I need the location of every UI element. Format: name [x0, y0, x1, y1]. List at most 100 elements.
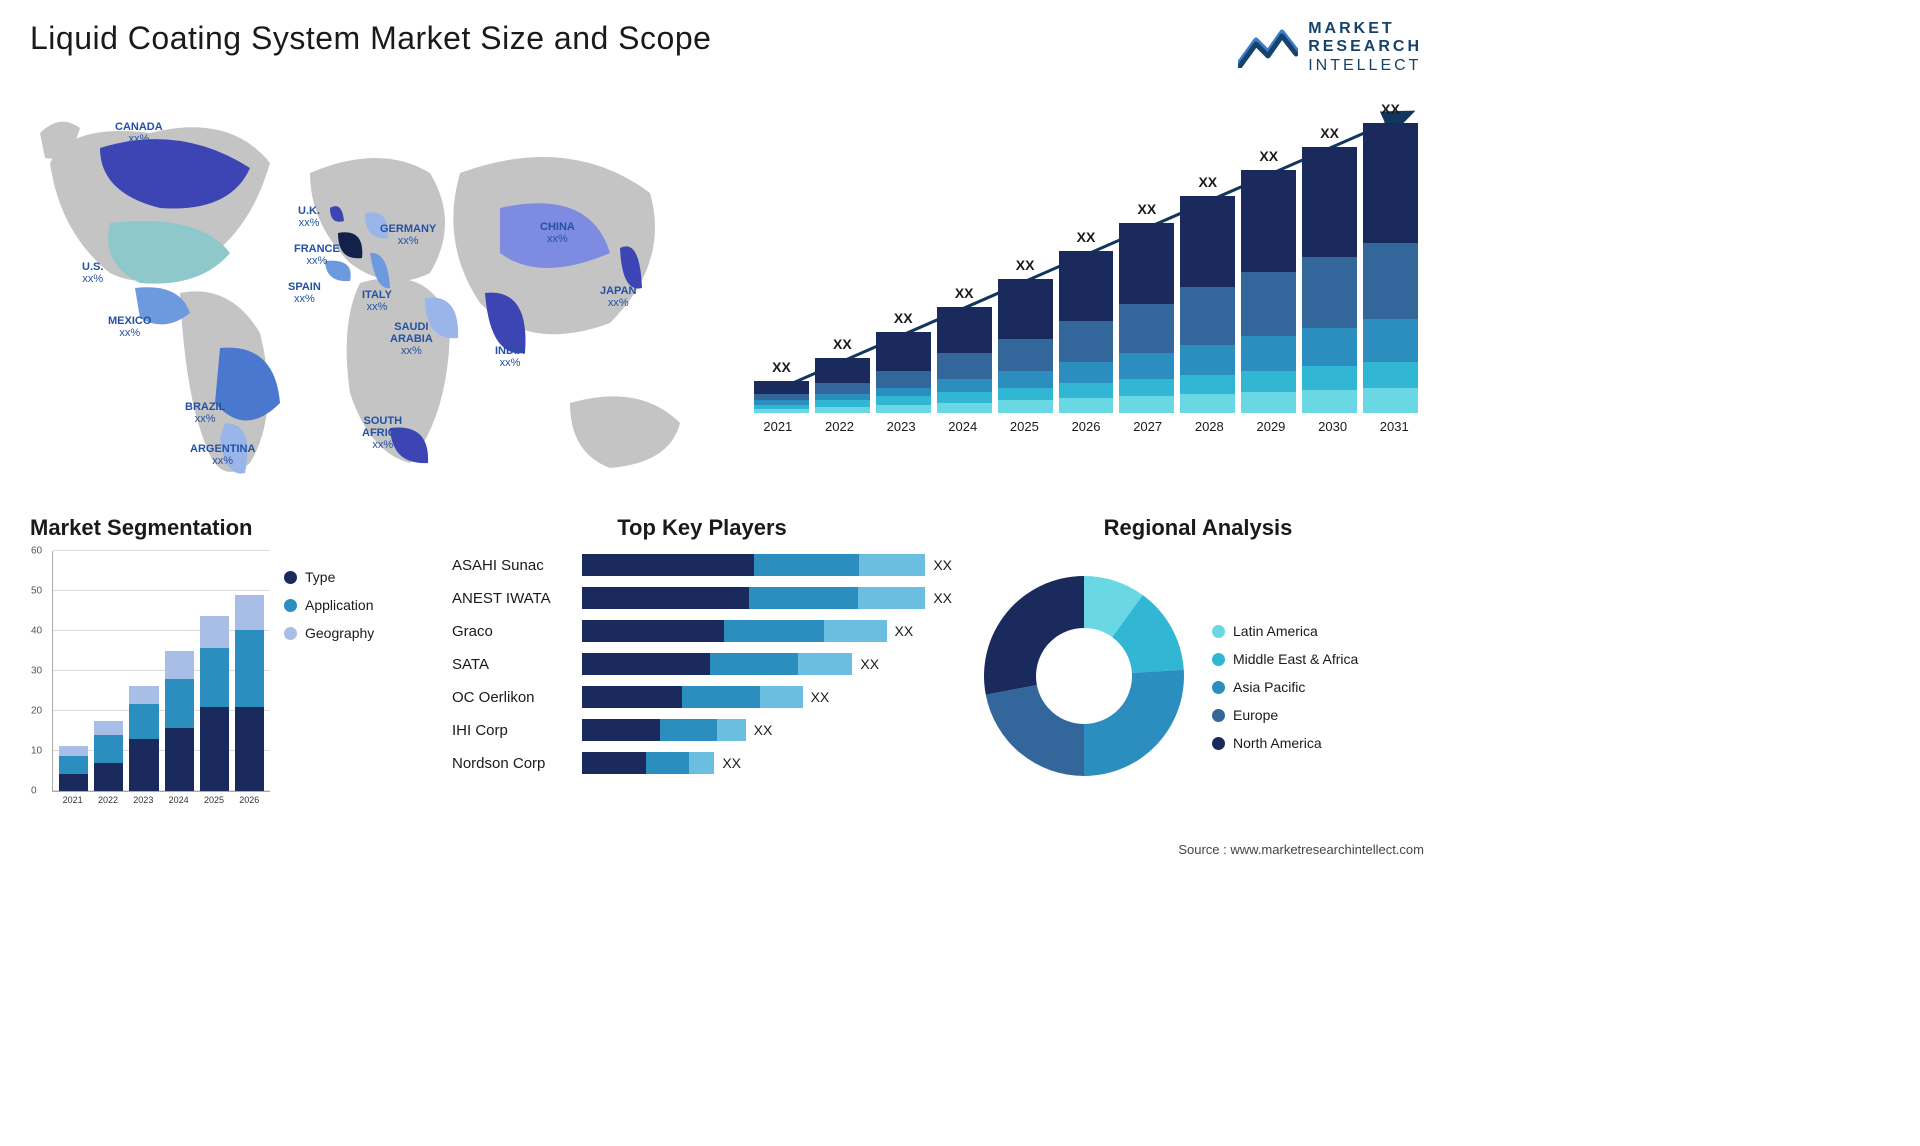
footer-source: Source : www.marketresearchintellect.com — [1178, 842, 1424, 857]
seg-bar — [165, 651, 194, 791]
map-label: SPAINxx% — [288, 281, 321, 305]
map-label: ARGENTINAxx% — [190, 443, 255, 467]
legend-label: Europe — [1233, 707, 1278, 723]
legend-label: Application — [305, 597, 374, 613]
seg-bar — [59, 746, 88, 792]
brand-logo: MARKET RESEARCH INTELLECT — [1238, 20, 1422, 75]
legend-dot-icon — [284, 627, 297, 640]
forecast-bar-seg — [876, 388, 931, 397]
player-bar-seg — [760, 686, 803, 708]
seg-bar-seg — [94, 763, 123, 791]
player-bar-wrap: XX — [582, 653, 952, 675]
forecast-bar: XX — [1241, 170, 1296, 413]
forecast-bar-seg — [1241, 371, 1296, 392]
seg-bar — [235, 595, 264, 791]
seg-bar-seg — [235, 630, 264, 707]
forecast-bar-seg — [876, 405, 931, 414]
legend-dot-icon — [1212, 681, 1225, 694]
forecast-bar-seg — [876, 396, 931, 405]
forecast-bar-seg — [1119, 379, 1174, 396]
player-value: XX — [722, 755, 741, 771]
map-label: CHINAxx% — [540, 221, 575, 245]
donut-slice — [1084, 669, 1184, 775]
forecast-bar-seg — [1241, 272, 1296, 336]
player-name: OC Oerlikon — [452, 689, 572, 706]
legend-label: Asia Pacific — [1233, 679, 1305, 695]
forecast-bar-seg — [998, 400, 1053, 413]
player-value: XX — [754, 722, 773, 738]
regional-legend-item: Asia Pacific — [1212, 679, 1358, 695]
forecast-bar-seg — [1059, 251, 1114, 321]
forecast-bar-seg — [815, 358, 870, 384]
forecast-bar: XX — [1302, 147, 1357, 414]
seg-ytick: 60 — [31, 546, 42, 557]
legend-dot-icon — [1212, 737, 1225, 750]
player-bar-seg — [859, 554, 925, 576]
forecast-bar-seg — [1059, 398, 1114, 413]
forecast-bar-value: XX — [754, 359, 809, 375]
player-bar — [582, 587, 925, 609]
player-bar-seg — [689, 752, 715, 774]
seg-x-label: 2026 — [235, 795, 264, 805]
seg-legend-item: Application — [284, 597, 374, 613]
forecast-x-label: 2031 — [1366, 419, 1422, 434]
forecast-bar: XX — [937, 307, 992, 414]
forecast-x-label: 2021 — [750, 419, 806, 434]
player-row: OC Oerlikon XX — [452, 683, 952, 711]
forecast-bar-value: XX — [937, 285, 992, 301]
player-name: Nordson Corp — [452, 755, 572, 772]
forecast-bar-seg — [937, 392, 992, 403]
map-label: BRAZILxx% — [185, 401, 225, 425]
player-value: XX — [860, 656, 879, 672]
seg-x-label: 2022 — [93, 795, 122, 805]
forecast-bar-seg — [1363, 123, 1418, 242]
player-bar-wrap: XX — [582, 686, 952, 708]
seg-x-label: 2021 — [58, 795, 87, 805]
map-label: MEXICOxx% — [108, 315, 151, 339]
map-label: ITALYxx% — [362, 289, 392, 313]
map-label: U.K.xx% — [298, 205, 320, 229]
player-bar-seg — [724, 620, 824, 642]
segmentation-section: Market Segmentation 0102030405060 202120… — [30, 515, 430, 805]
forecast-bar-value: XX — [1241, 148, 1296, 164]
regional-legend-item: Latin America — [1212, 623, 1358, 639]
seg-bar-seg — [129, 686, 158, 704]
forecast-bar: XX — [815, 358, 870, 413]
forecast-bar-seg — [937, 379, 992, 392]
player-row: ANEST IWATAXX — [452, 584, 952, 612]
forecast-bar-seg — [998, 339, 1053, 371]
forecast-bar-seg — [1059, 321, 1114, 362]
forecast-x-label: 2026 — [1058, 419, 1114, 434]
seg-bar — [200, 616, 229, 791]
seg-ytick: 0 — [31, 786, 37, 797]
forecast-bar: XX — [1363, 123, 1418, 413]
seg-bar-seg — [165, 728, 194, 791]
seg-legend-item: Type — [284, 569, 374, 585]
player-bar-seg — [582, 587, 749, 609]
forecast-bar-seg — [1119, 353, 1174, 379]
map-label: SOUTHAFRICAxx% — [362, 415, 404, 451]
player-bar-seg — [646, 752, 689, 774]
seg-bar — [94, 721, 123, 791]
seg-x-label: 2023 — [129, 795, 158, 805]
forecast-bar-seg — [937, 307, 992, 354]
seg-ytick: 50 — [31, 586, 42, 597]
forecast-bar-value: XX — [1363, 101, 1418, 117]
forecast-x-label: 2024 — [935, 419, 991, 434]
forecast-bar-seg — [1363, 243, 1418, 320]
forecast-bar-seg — [1302, 328, 1357, 366]
forecast-bar-value: XX — [815, 336, 870, 352]
forecast-bar-seg — [1241, 170, 1296, 272]
seg-legend-item: Geography — [284, 625, 374, 641]
segmentation-legend: Type Application Geography — [284, 551, 374, 805]
forecast-bar-seg — [754, 409, 809, 413]
forecast-bar: XX — [1180, 196, 1235, 414]
forecast-bar-seg — [1180, 345, 1235, 375]
player-bar-seg — [582, 653, 710, 675]
seg-ytick: 40 — [31, 626, 42, 637]
players-section: Top Key Players ASAHI SunacXXANEST IWATA… — [452, 515, 952, 805]
seg-bar-seg — [94, 735, 123, 763]
seg-bar-seg — [59, 774, 88, 792]
legend-dot-icon — [1212, 625, 1225, 638]
seg-bar-seg — [235, 595, 264, 630]
